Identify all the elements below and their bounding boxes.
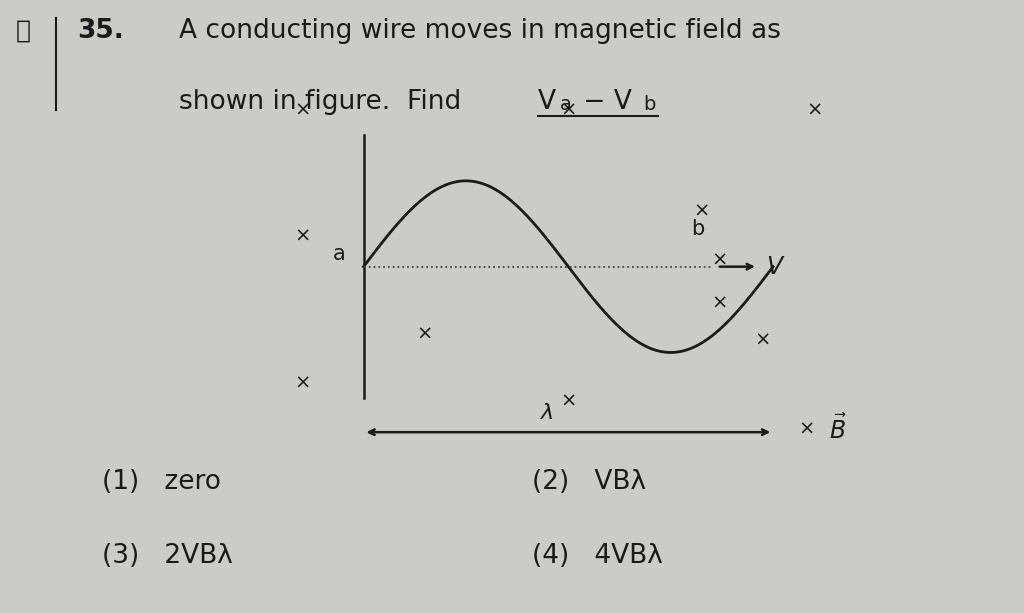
Text: त: त: [15, 18, 31, 42]
Text: ×: ×: [693, 202, 710, 221]
Text: (1)   zero: (1) zero: [102, 469, 221, 495]
Text: ×: ×: [560, 101, 577, 120]
Text: (2)   VBλ: (2) VBλ: [532, 469, 646, 495]
Text: a: a: [333, 243, 345, 264]
Text: A conducting wire moves in magnetic field as: A conducting wire moves in magnetic fiel…: [179, 18, 781, 44]
Text: ×: ×: [712, 251, 728, 270]
Text: V: V: [766, 254, 782, 279]
Text: ×: ×: [712, 294, 728, 313]
Text: ×: ×: [799, 420, 815, 438]
Text: ×: ×: [806, 101, 822, 120]
Text: (4)   4VBλ: (4) 4VBλ: [532, 543, 664, 568]
Text: b: b: [691, 219, 705, 239]
Text: ×: ×: [417, 325, 433, 343]
Text: $\vec{B}$: $\vec{B}$: [829, 414, 847, 444]
Text: shown in figure.  Find: shown in figure. Find: [179, 89, 462, 115]
Text: a: a: [560, 95, 572, 114]
Text: V: V: [538, 89, 556, 115]
Text: − V: − V: [575, 89, 633, 115]
Text: λ: λ: [542, 403, 554, 423]
Text: ×: ×: [560, 392, 577, 411]
Text: 35.: 35.: [77, 18, 124, 44]
Text: ×: ×: [755, 331, 771, 349]
Text: b: b: [643, 95, 655, 114]
Text: ×: ×: [294, 374, 310, 392]
Text: (3)   2VBλ: (3) 2VBλ: [102, 543, 233, 568]
Text: ×: ×: [294, 101, 310, 120]
Text: ×: ×: [294, 227, 310, 245]
